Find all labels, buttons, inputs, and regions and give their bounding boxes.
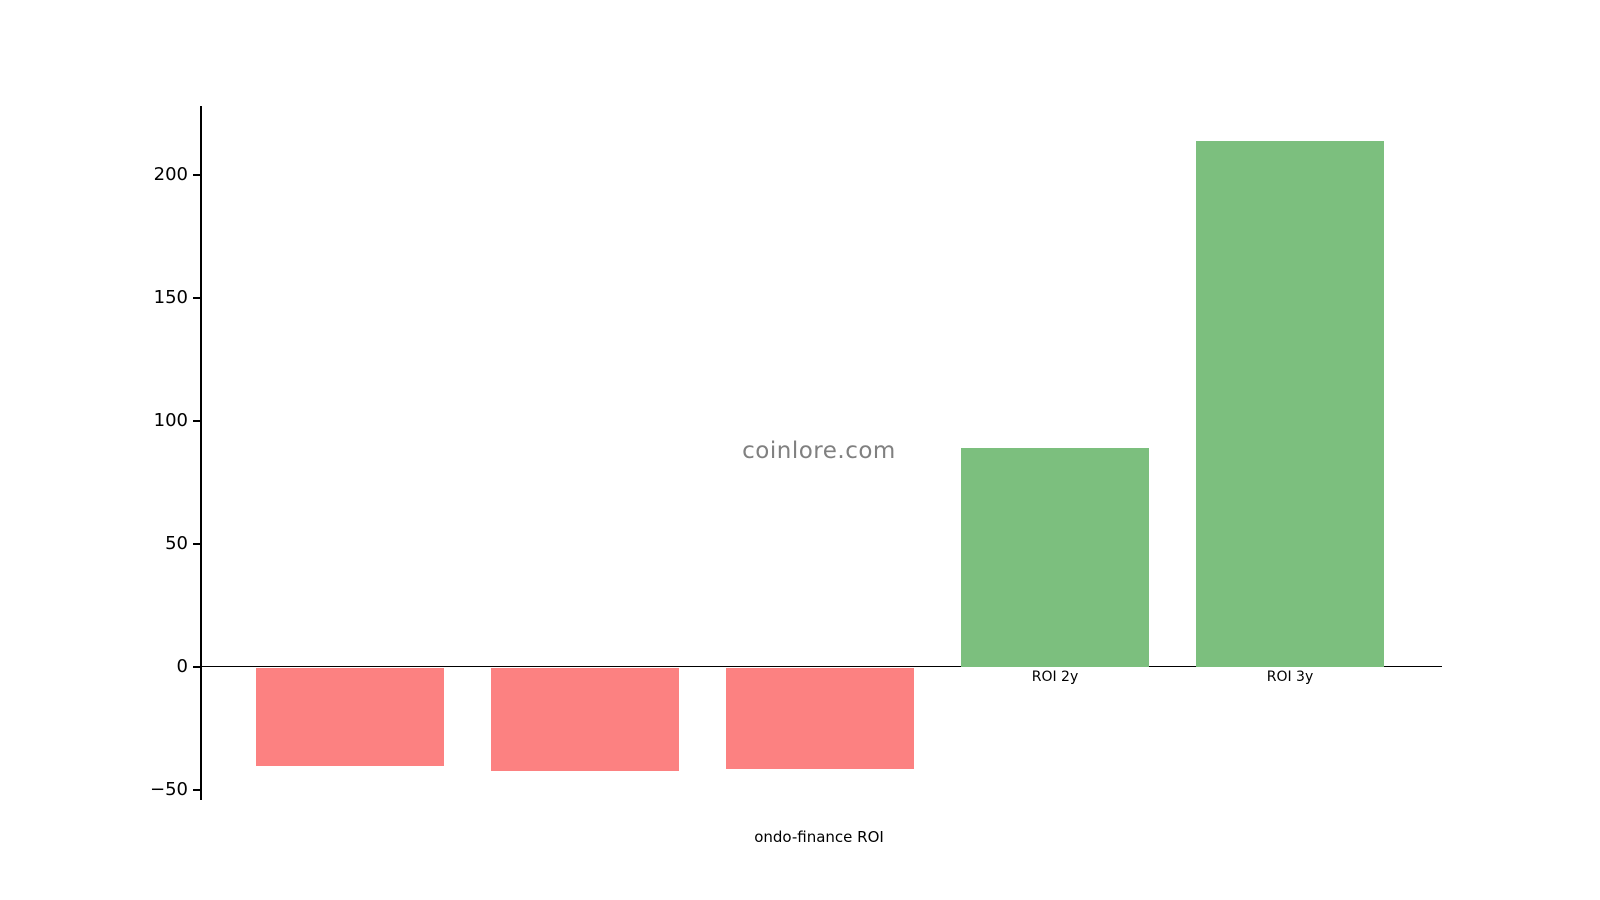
bar-roi-2y: [961, 448, 1149, 667]
y-tick-label: 150: [153, 287, 188, 308]
y-tick-mark: [193, 174, 201, 176]
bar-unlabeled-2: [491, 668, 679, 772]
x-axis-title: ondo-finance ROI: [754, 828, 884, 846]
y-tick-mark: [193, 297, 201, 299]
y-tick-label: 100: [153, 410, 188, 431]
y-tick-mark: [193, 789, 201, 791]
y-tick-mark: [193, 666, 201, 668]
bar-unlabeled-3: [726, 668, 914, 769]
x-tick-label: ROI 2y: [1031, 669, 1079, 685]
y-tick-mark: [193, 543, 201, 545]
y-tick-label: 200: [153, 164, 188, 185]
y-tick-label: 0: [176, 656, 188, 677]
x-axis-zero-line: [201, 665, 1442, 667]
watermark: coinlore.com: [742, 438, 896, 464]
bar-roi-3y: [1196, 140, 1384, 667]
y-tick-label: −50: [150, 779, 188, 800]
y-axis-spine: [200, 106, 202, 800]
y-tick-mark: [193, 420, 201, 422]
x-tick-label: ROI 3y: [1266, 669, 1314, 685]
y-tick-label: 50: [165, 533, 188, 554]
bar-unlabeled-1: [256, 668, 444, 767]
